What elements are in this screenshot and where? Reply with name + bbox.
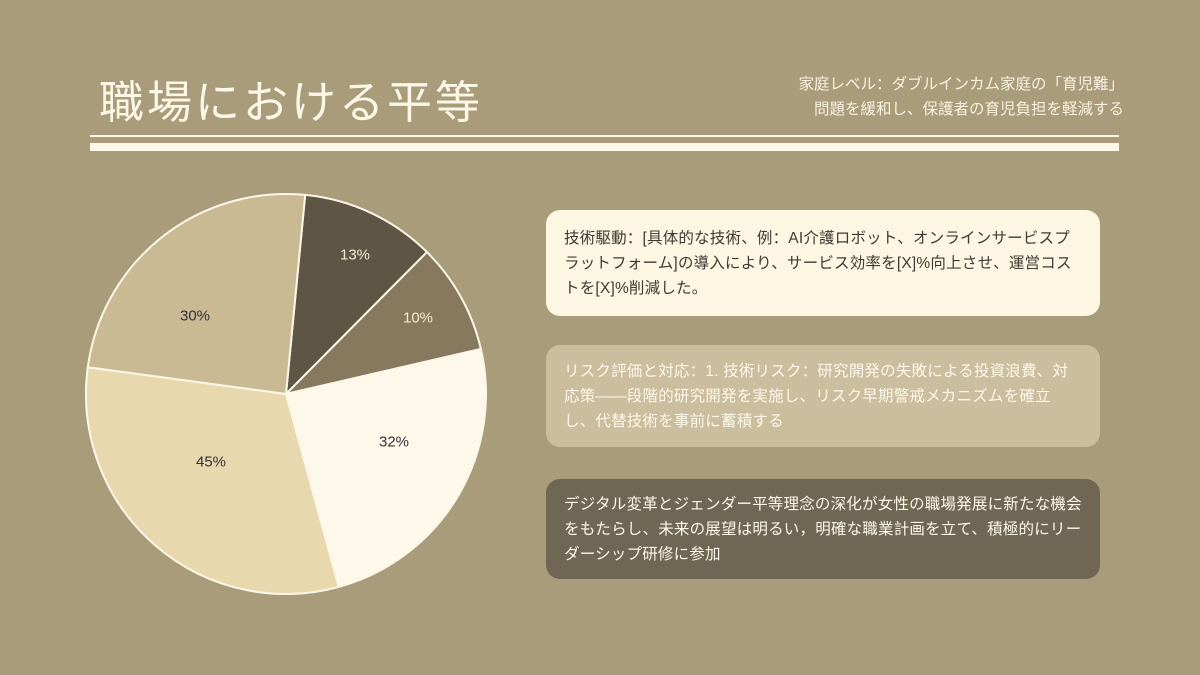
pie-slice-32pct	[285, 348, 487, 588]
text-card-technology-text: 技術駆動：[具体的な技術、例：AI介護ロボット、オンラインサービスプラットフォー…	[564, 229, 1072, 297]
text-card-outlook: デジタル変革とジェンダー平等理念の深化が女性の職場発展に新たな機会をもたらし、未…	[546, 479, 1100, 579]
pie-slice-13pct	[285, 193, 428, 395]
text-card-technology: 技術駆動：[具体的な技術、例：AI介護ロボット、オンラインサービスプラットフォー…	[546, 210, 1100, 316]
pie-chart-svg: 13% 10% 32% 45% 30%	[85, 193, 487, 595]
pie-slice-10pct	[285, 251, 482, 395]
pie-label-30pct: 30%	[180, 308, 210, 325]
pie-label-13pct: 13%	[340, 247, 370, 264]
divider-thick	[90, 143, 1119, 151]
pie-slice-30pct	[86, 193, 307, 395]
text-card-risk-text: リスク評価と対応：1. 技術リスク：研究開発の失敗による投資浪費、対応策——段階…	[564, 362, 1069, 430]
text-card-risk: リスク評価と対応：1. 技術リスク：研究開発の失敗による投資浪費、対応策——段階…	[546, 345, 1100, 447]
divider-thin	[90, 135, 1119, 137]
text-card-outlook-text: デジタル変革とジェンダー平等理念の深化が女性の職場発展に新たな機会をもたらし、未…	[564, 495, 1082, 563]
pie-label-45pct: 45%	[196, 454, 226, 471]
subtitle-line-1: 家庭レベル：ダブルインカム家庭の「育児難」	[798, 76, 1124, 93]
pie-label-10pct: 10%	[403, 310, 433, 327]
pie-slice-45pct	[85, 366, 340, 595]
subtitle-line-2: 問題を緩和し、保護者の育児負担を軽減する	[813, 101, 1124, 118]
slide-subtitle: 家庭レベル：ダブルインカム家庭の「育児難」 問題を緩和し、保護者の育児負担を軽減…	[798, 72, 1124, 122]
pie-label-32pct: 32%	[379, 434, 409, 451]
pie-chart: 13% 10% 32% 45% 30%	[85, 193, 487, 595]
page-title: 職場における平等	[99, 78, 484, 128]
